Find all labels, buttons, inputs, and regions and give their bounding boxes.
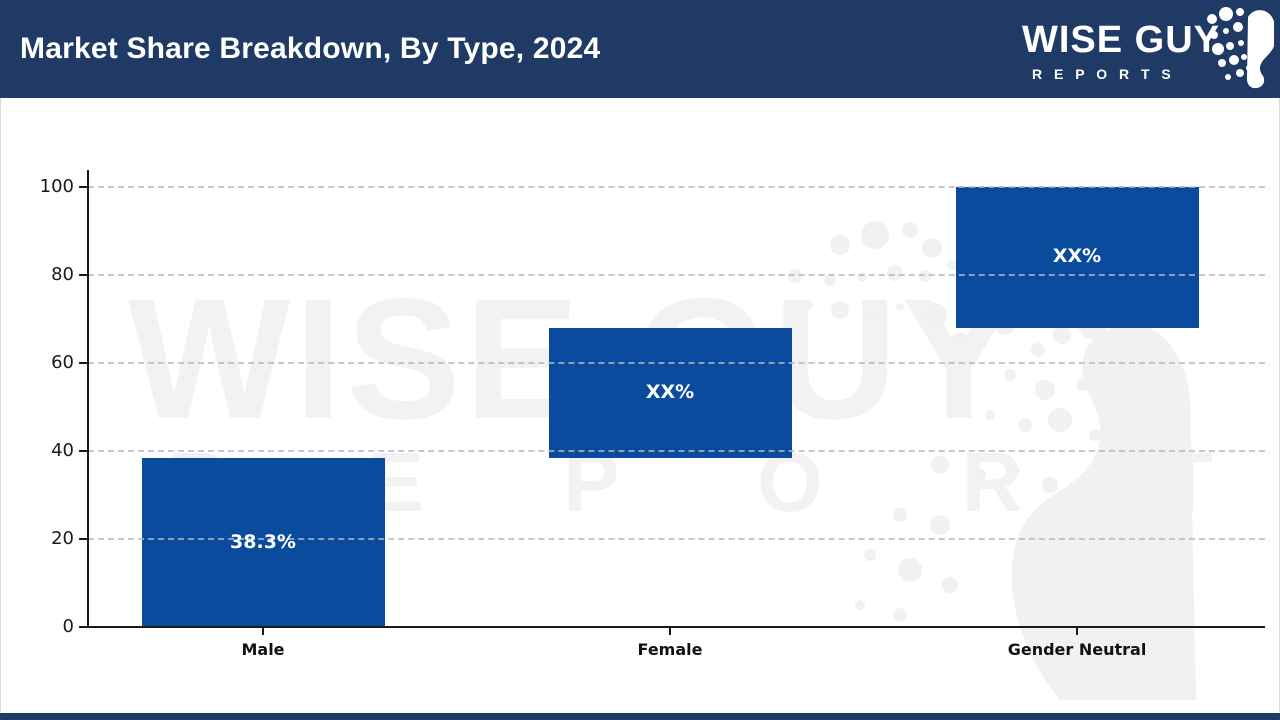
y-tick-0 — [79, 626, 87, 628]
y-tick-label-100: 100 — [39, 176, 74, 197]
logo-text-line2: R E P O R T S — [1032, 66, 1175, 82]
wiseguy-reports-logo: WISE GUY R E P O R T S — [1022, 7, 1274, 89]
x-axis-line — [87, 626, 1265, 628]
gridline-100 — [88, 186, 1265, 188]
y-tick-label-20: 20 — [51, 528, 74, 549]
y-tick-label-40: 40 — [51, 440, 74, 461]
x-category-label-male: Male — [241, 640, 285, 659]
y-tick-20 — [79, 538, 87, 540]
y-tick-label-60: 60 — [51, 352, 74, 373]
watermark-face-dots-icon — [788, 221, 1196, 700]
y-tick-80 — [79, 274, 87, 276]
x-tick-male — [262, 628, 264, 635]
x-category-label-female: Female — [637, 640, 703, 659]
bar-value-label-gender-neutral: XX% — [1052, 245, 1102, 268]
y-tick-100 — [79, 186, 87, 188]
y-tick-60 — [79, 362, 87, 364]
gridline-40 — [88, 450, 1265, 452]
bar-female — [548, 327, 792, 459]
bar-value-label-female: XX% — [645, 381, 695, 404]
chart-title: Market Share Breakdown, By Type, 2024 — [20, 32, 601, 65]
x-category-label-gender-neutral: Gender Neutral — [1007, 640, 1147, 659]
header-bar: Market Share Breakdown, By Type, 2024 WI… — [0, 0, 1280, 98]
gridline-60 — [88, 362, 1265, 364]
gridline-20 — [88, 538, 1265, 540]
bar-male — [141, 458, 385, 627]
y-tick-label-0: 0 — [62, 616, 74, 637]
footer-bar — [0, 713, 1280, 720]
gridline-80 — [88, 274, 1265, 276]
y-tick-label-80: 80 — [51, 264, 74, 285]
x-tick-gender-neutral — [1076, 628, 1078, 635]
bar-gender-neutral — [955, 187, 1199, 328]
x-tick-female — [669, 628, 671, 635]
logo-text-line1: WISE GUY — [1022, 19, 1220, 61]
y-axis-line — [87, 170, 89, 628]
bar-value-label-male: 38.3% — [230, 530, 296, 553]
y-tick-40 — [79, 450, 87, 452]
